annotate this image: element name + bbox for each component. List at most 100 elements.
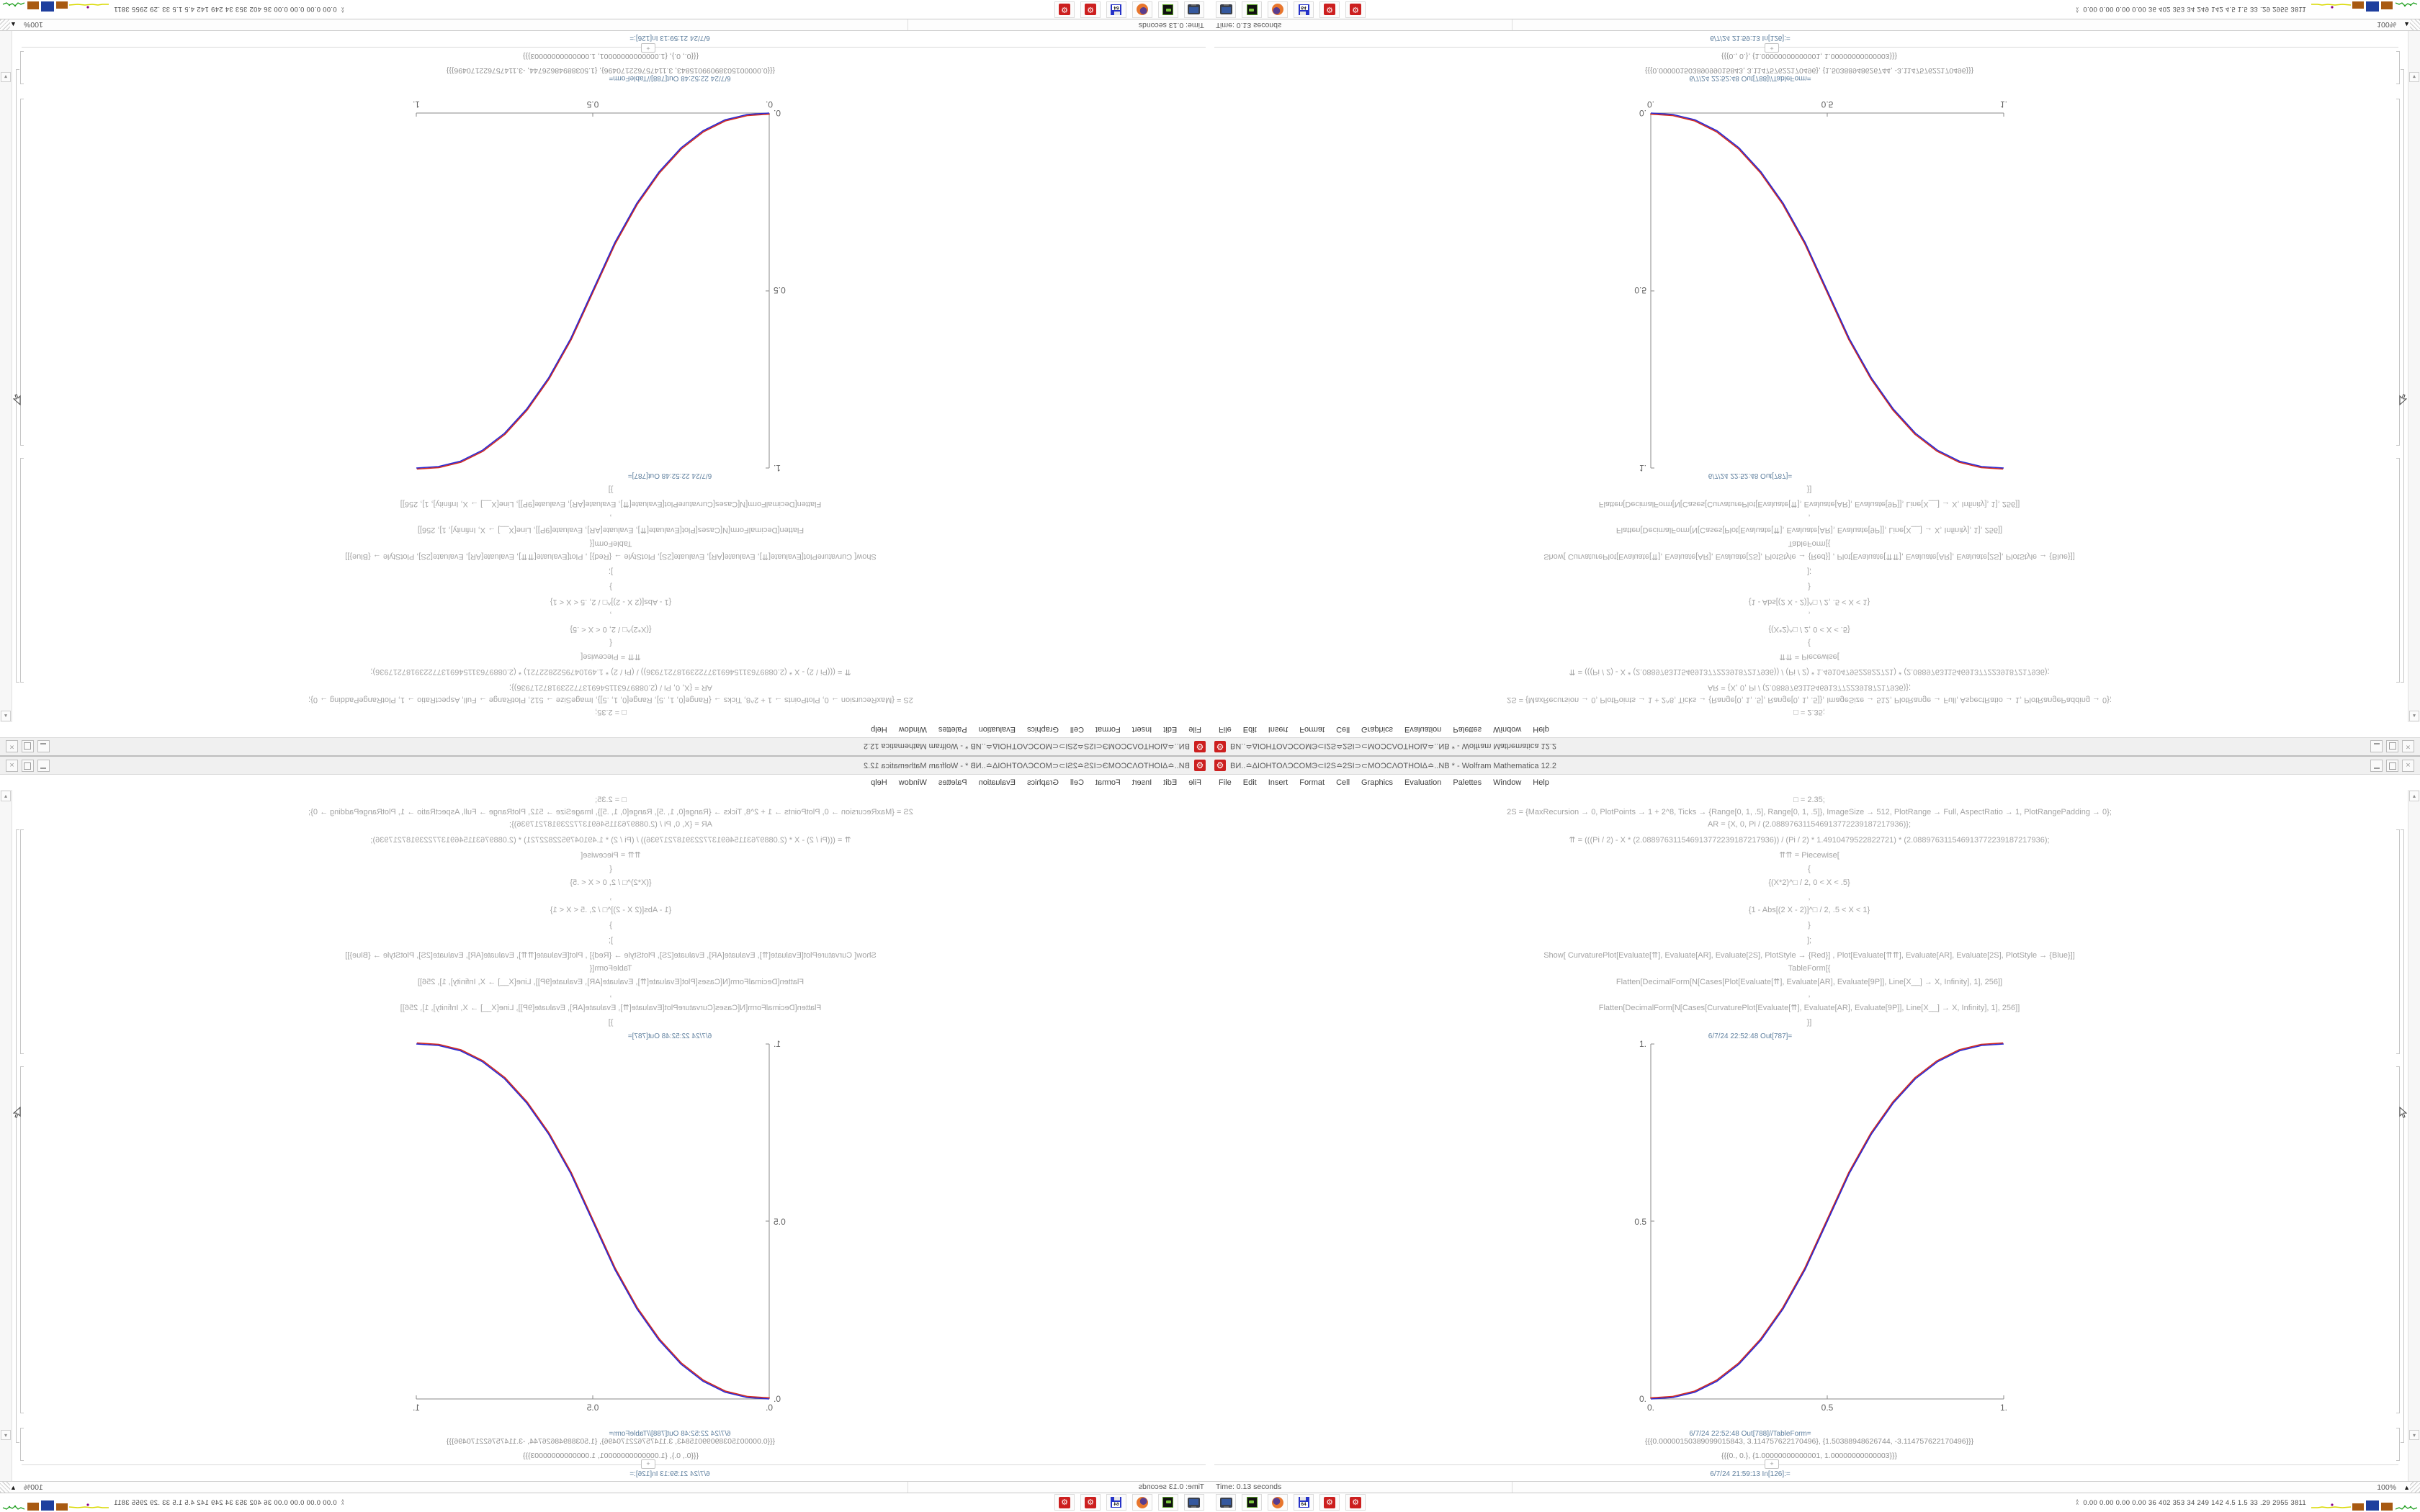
menu-cell[interactable]: Cell [1336,778,1350,787]
cell-bracket[interactable] [20,829,24,1054]
minimize-button[interactable] [2370,740,2383,753]
menu-graphics[interactable]: Graphics [1026,778,1059,787]
code-line[interactable]: }] [1806,485,1812,494]
cell-bracket[interactable] [20,1066,24,1413]
menu-palettes[interactable]: Palettes [1453,778,1482,787]
maximize-button[interactable] [2386,740,2398,753]
display-settings-launcher[interactable] [1216,1,1236,18]
cell-insert-plus-button[interactable]: + [641,1459,655,1469]
code-line[interactable]: TableForm[{ [589,539,632,548]
menu-window[interactable]: Window [1493,725,1522,734]
cell-dropdown-button[interactable]: ▾ [1,72,11,82]
cell-insert-line[interactable] [1214,47,2398,48]
code-line[interactable]: { [1808,639,1811,647]
code-line[interactable]: , [1808,611,1811,619]
vertical-scrollbar[interactable]: ▴ [0,31,12,722]
code-line[interactable]: □ = 2.35; [595,796,627,804]
code-line[interactable]: }] [608,1018,614,1027]
chevron-up-icon[interactable]: ∧ ∧ [341,1499,345,1506]
menu-evaluation[interactable]: Evaluation [978,725,1016,734]
mathematica-launcher[interactable]: ⚙ [1080,1,1101,18]
code-line[interactable]: Show[ CurvaturePlot[Evaluate[⇈], Evaluat… [345,951,877,960]
magnification-popup-icon[interactable]: ▲ [10,21,17,29]
menu-file[interactable]: File [1188,725,1201,734]
code-line[interactable]: ⇈ = (((Pi / 2) - X * (2.0889763115469137… [1569,667,2050,676]
code-line[interactable]: {1 - Abs[(2 X - 2)]^□ / 2, .5 < X < 1} [550,906,672,914]
menu-help[interactable]: Help [1533,778,1549,787]
minimize-button[interactable] [2370,759,2383,772]
code-line[interactable]: Flatten[DecimalForm[N[Cases[CurvaturePlo… [1598,1004,2020,1012]
cell-dropdown-button[interactable]: ▾ [2409,72,2419,82]
menu-edit[interactable]: Edit [1242,725,1257,734]
cell-dropdown-button[interactable]: ▾ [2409,1430,2419,1440]
code-line[interactable]: □ = 2.35; [1793,796,1825,804]
display-settings-launcher[interactable] [1216,1494,1236,1511]
code-line[interactable]: Flatten[DecimalForm[N[Cases[Plot[Evaluat… [417,978,805,986]
cell-bracket[interactable] [2396,458,2400,683]
code-line[interactable]: ⇈⇈ = Piecewise[ [581,652,641,661]
cell-dropdown-button[interactable]: ▾ [1,1430,11,1440]
scrollbar-up-button[interactable]: ▴ [2409,711,2419,721]
code-line[interactable]: TableForm[{ [589,964,632,973]
code-line[interactable]: { [609,865,612,873]
cell-insert-line[interactable] [22,47,1206,48]
menu-palettes[interactable]: Palettes [1453,725,1482,734]
code-line[interactable]: AR = {X, 0, Pi / (2.08897631154691377223… [508,683,713,692]
magnification-value[interactable]: 100% [2377,20,2397,30]
menu-insert[interactable]: Insert [1268,725,1289,734]
package-manager-launcher[interactable] [1158,1494,1178,1511]
code-line[interactable]: 2S = {MaxRecursion → 0, PlotPoints → 1 +… [308,808,913,816]
magnification-value[interactable]: 100% [2377,1482,2397,1492]
menu-graphics[interactable]: Graphics [1361,725,1394,734]
code-line[interactable]: ⇈⇈ = Piecewise[ [1779,652,1839,661]
code-line[interactable]: ⇈ = (((Pi / 2) - X * (2.0889763115469137… [370,836,851,845]
code-line[interactable]: 2S = {MaxRecursion → 0, PlotPoints → 1 +… [1507,808,2112,816]
mathematica-launcher[interactable]: ⚙ [1080,1494,1101,1511]
cell-bracket[interactable] [16,829,19,1443]
code-line[interactable]: ⇈ = (((Pi / 2) - X * (2.0889763115469137… [1569,836,2050,845]
mathematica-launcher-2[interactable]: ⚙ [1054,1,1075,18]
code-line[interactable]: AR = {X, 0, Pi / (2.08897631154691377223… [508,820,713,829]
menu-palettes[interactable]: Palettes [938,778,967,787]
menu-edit[interactable]: Edit [1242,778,1257,787]
vertical-scrollbar[interactable]: ▴ [2408,790,2420,1481]
code-line[interactable]: , [609,990,612,999]
package-manager-launcher[interactable] [1242,1,1262,18]
chevron-up-icon[interactable]: ∧ ∧ [341,6,345,13]
code-line[interactable]: Flatten[DecimalForm[N[Cases[CurvaturePlo… [1598,500,2020,508]
menu-file[interactable]: File [1188,778,1201,787]
menu-window[interactable]: Window [1493,778,1522,787]
scrollbar-up-button[interactable]: ▴ [1,791,11,801]
code-line[interactable]: , [1808,990,1811,999]
menu-window[interactable]: Window [898,778,927,787]
vertical-scrollbar[interactable]: ▴ [0,790,12,1481]
menu-file[interactable]: File [1219,725,1232,734]
code-line[interactable]: , [1808,513,1811,522]
close-button[interactable]: × [6,740,18,753]
code-line[interactable]: AR = {X, 0, Pi / (2.08897631154691377223… [1707,820,1912,829]
cell-bracket[interactable] [2396,1066,2400,1413]
code-line[interactable]: Flatten[DecimalForm[N[Cases[CurvaturePlo… [400,500,822,508]
code-line[interactable]: { [609,639,612,647]
code-line[interactable]: {(X*2)^□ / 2, 0 < X < .5} [570,878,652,887]
code-line[interactable]: } [609,921,612,930]
code-line[interactable]: {1 - Abs[(2 X - 2)]^□ / 2, .5 < X < 1} [550,598,672,606]
mathematica-launcher[interactable]: ⚙ [1319,1,1340,18]
menu-insert[interactable]: Insert [1131,778,1152,787]
floppy64-launcher[interactable]: 64 [1106,1494,1126,1511]
code-line[interactable]: ⇈ = (((Pi / 2) - X * (2.0889763115469137… [370,667,851,676]
code-line[interactable]: { [1808,865,1811,873]
menu-window[interactable]: Window [898,725,927,734]
code-line[interactable]: , [609,893,612,901]
code-line[interactable]: TableForm[{ [1788,539,1831,548]
firefox-launcher[interactable] [1132,1,1152,18]
cell-bracket[interactable] [2401,69,2404,683]
menu-insert[interactable]: Insert [1131,725,1152,734]
magnification-control[interactable]: 100% ▲ [10,1482,43,1493]
code-line[interactable]: } [1808,921,1811,930]
minimize-button[interactable] [37,740,50,753]
menu-insert[interactable]: Insert [1268,778,1289,787]
code-line[interactable]: } [609,582,612,591]
close-button[interactable]: × [2402,740,2414,753]
close-button[interactable]: × [2402,759,2414,772]
